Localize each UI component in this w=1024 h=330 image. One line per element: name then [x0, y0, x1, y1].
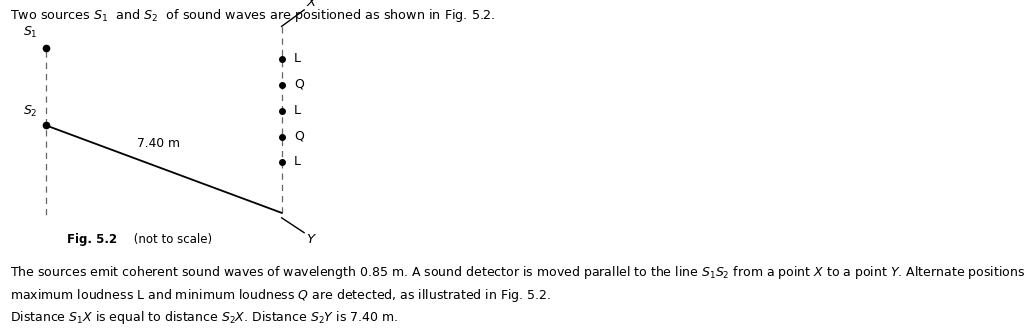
- Text: The sources emit coherent sound waves of wavelength $0.85$ m. A sound detector i: The sources emit coherent sound waves of…: [10, 264, 1024, 281]
- Text: (not to scale): (not to scale): [130, 233, 212, 246]
- Text: maximum loudness L and minimum loudness $Q$ are detected, as illustrated in Fig.: maximum loudness L and minimum loudness …: [10, 287, 551, 304]
- Text: L: L: [294, 104, 301, 117]
- Text: Q: Q: [294, 78, 304, 91]
- Text: L: L: [294, 52, 301, 65]
- Text: Two sources $S_1$  and $S_2$  of sound waves are positioned as shown in Fig. 5.2: Two sources $S_1$ and $S_2$ of sound wav…: [10, 7, 496, 24]
- Text: Q: Q: [294, 129, 304, 143]
- Text: Fig. 5.2: Fig. 5.2: [67, 233, 117, 246]
- Text: 7.40 m: 7.40 m: [137, 137, 180, 150]
- Text: $X$: $X$: [306, 0, 318, 9]
- Text: $S_2$: $S_2$: [24, 104, 38, 119]
- Text: $S_1$: $S_1$: [24, 24, 38, 40]
- Text: L: L: [294, 155, 301, 168]
- Text: $Y$: $Y$: [306, 233, 317, 246]
- Text: Distance $S_1X$ is equal to distance $S_2X$. Distance $S_2Y$ is 7.40 m.: Distance $S_1X$ is equal to distance $S_…: [10, 309, 398, 326]
